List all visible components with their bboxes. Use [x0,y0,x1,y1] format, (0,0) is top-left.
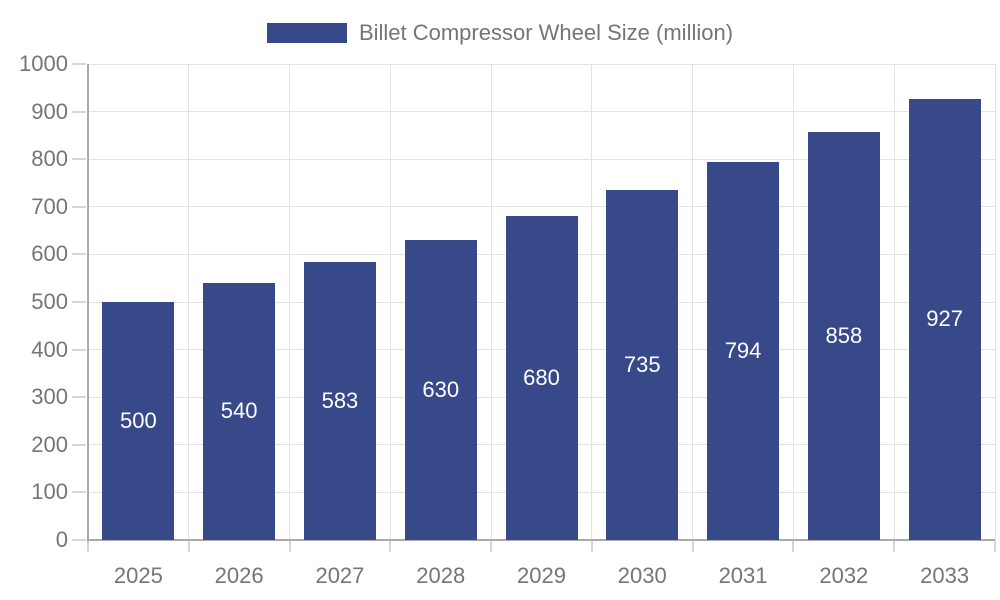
bar-value-label: 630 [422,377,460,403]
y-tick-label: 400 [31,336,68,362]
bar-value-label: 735 [623,352,661,378]
bar-value-label: 500 [120,408,157,433]
v-gridline [893,64,895,540]
y-axis-tick [72,110,86,113]
legend-swatch [266,23,347,43]
x-axis-tick [792,540,795,552]
h-gridline [88,111,995,113]
v-gridline [792,64,794,540]
x-axis-tick [994,540,996,552]
x-axis-tick [389,540,392,552]
v-gridline [188,64,190,540]
y-tick-label: 600 [31,241,68,267]
y-tick-label: 700 [31,193,68,219]
bar: 794 [707,162,780,540]
y-axis-tick [72,205,86,208]
x-tick-label: 2032 [819,563,869,588]
bar: 630 [404,240,477,540]
h-gridline [88,206,995,208]
chart-legend[interactable]: Billet Compressor Wheel Size (million) [0,18,1000,48]
y-axis-tick [72,491,86,494]
bar-value-label: 794 [724,338,762,364]
y-axis-tick [72,396,86,399]
y-axis-tick [72,63,86,65]
x-tick-label: 2028 [416,563,466,588]
bar-value-label: 680 [523,365,560,391]
h-gridline [88,158,995,160]
x-tick-label: 2029 [517,563,566,588]
y-tick-label: 100 [31,479,68,505]
y-tick-label: 0 [55,527,68,552]
bar: 735 [606,190,679,540]
bar-value-label: 540 [220,398,258,424]
y-tick-label: 500 [31,289,68,314]
y-axis-tick [72,348,86,351]
y-tick-label: 200 [31,431,68,457]
bar: 927 [908,98,981,540]
bar: 500 [102,302,175,540]
x-axis-tick [893,540,896,552]
x-tick-label: 2030 [617,563,667,588]
v-gridline [692,64,694,540]
v-gridline [591,64,593,540]
y-axis-tick [72,253,86,256]
y-tick-label: 1000 [19,51,68,76]
bar: 540 [203,282,276,540]
y-axis-tick [72,443,86,446]
x-axis-tick [590,540,593,552]
x-tick-label: 2027 [315,563,365,588]
y-tick-label: 300 [31,384,68,410]
x-tick-label: 2025 [113,563,163,588]
legend-label: Billet Compressor Wheel Size (million) [358,20,734,45]
x-axis-tick [87,540,89,552]
bar: 858 [807,131,880,540]
v-gridline [490,64,492,540]
x-axis-line [88,539,995,541]
x-axis-tick [691,540,694,552]
y-axis-tick [72,301,86,303]
y-tick-label: 800 [31,146,68,172]
bar-value-label: 583 [321,388,359,414]
h-gridline [88,63,995,65]
x-axis-tick [187,540,190,552]
y-axis-line [87,64,89,542]
v-gridline [994,64,996,540]
x-axis-tick [490,540,493,552]
y-axis-tick [72,539,86,541]
bar-value-label: 927 [926,306,963,332]
v-gridline [289,64,291,540]
bar: 680 [505,216,578,540]
bar-value-label: 858 [825,322,863,348]
y-axis-tick [72,158,86,161]
bar: 583 [303,262,376,540]
y-tick-label: 900 [31,98,68,124]
x-tick-label: 2033 [920,563,970,588]
x-axis-tick [288,540,291,552]
x-tick-label: 2026 [214,563,264,588]
v-gridline [389,64,391,540]
x-tick-label: 2031 [718,563,768,588]
